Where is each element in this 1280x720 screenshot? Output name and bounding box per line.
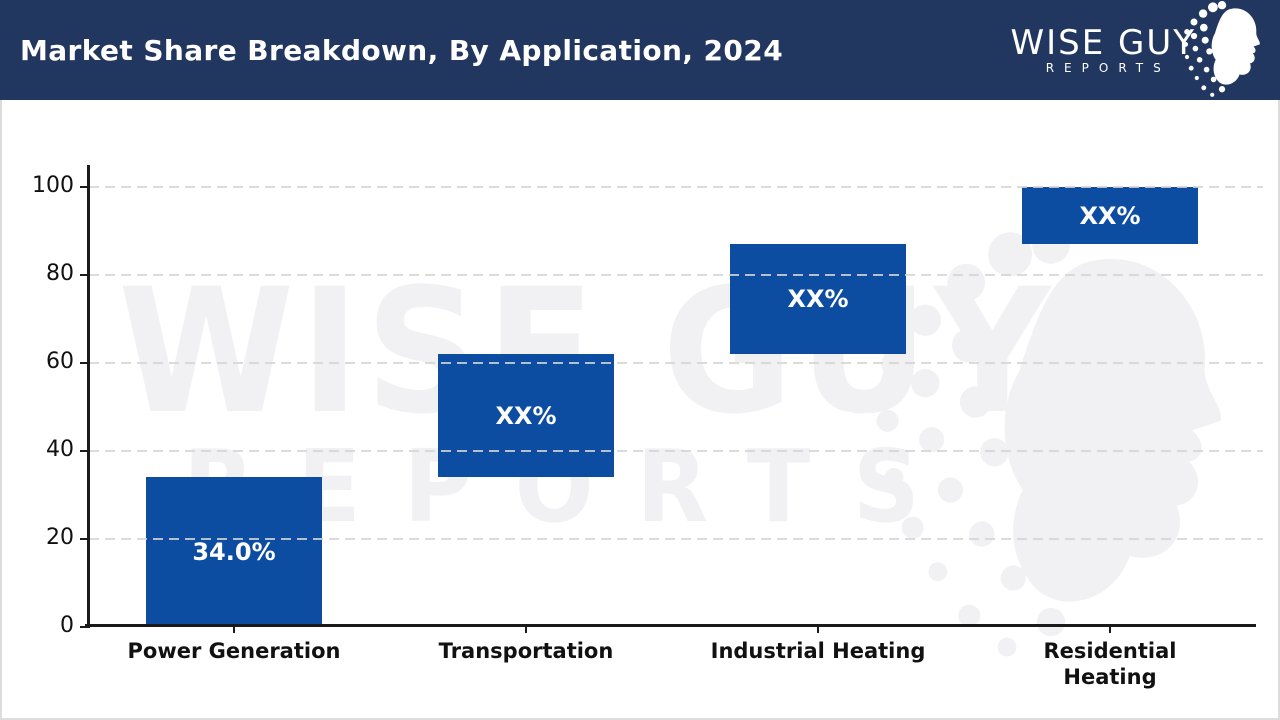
watermark-reports: REPORTS bbox=[183, 428, 963, 545]
logo-subtitle: REPORTS bbox=[1045, 60, 1171, 75]
chart-title: Market Share Breakdown, By Application, … bbox=[20, 33, 784, 67]
header-bar: Market Share Breakdown, By Application, … bbox=[0, 0, 1280, 100]
watermark-head-icon bbox=[862, 226, 1240, 666]
wise-guy-reports-logo: WISE GUY REPORTS bbox=[1010, 1, 1264, 99]
logo-text: WISE GUY REPORTS bbox=[1010, 23, 1196, 75]
logo-name: WISE GUY bbox=[1010, 23, 1196, 64]
